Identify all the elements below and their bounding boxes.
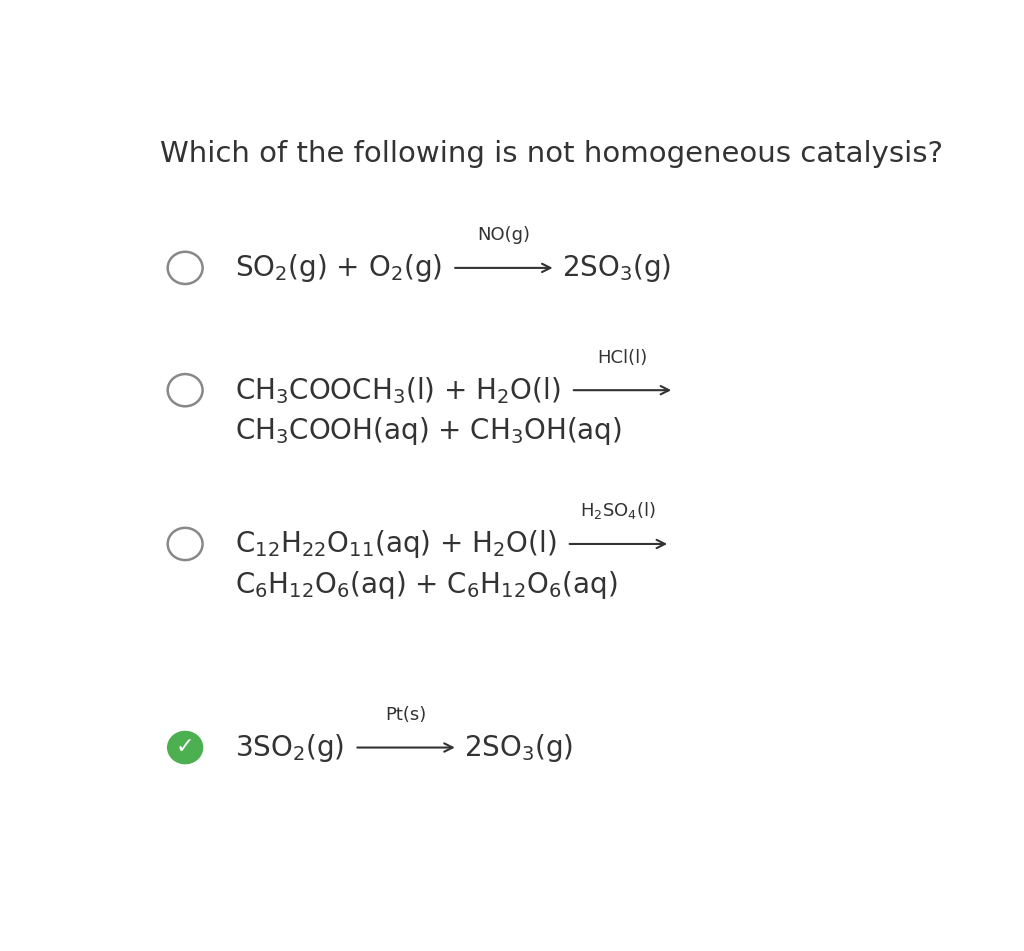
Text: HCl(l): HCl(l) [597, 349, 647, 367]
Text: 2SO$_3$(g): 2SO$_3$(g) [464, 731, 573, 764]
Text: Which of the following is not homogeneous catalysis?: Which of the following is not homogeneou… [160, 140, 943, 167]
Text: C$_6$H$_{12}$O$_6$(aq) + C$_6$H$_{12}$O$_6$(aq): C$_6$H$_{12}$O$_6$(aq) + C$_6$H$_{12}$O$… [236, 569, 617, 601]
Text: Pt(s): Pt(s) [385, 706, 427, 724]
Text: SO$_2$(g) + O$_2$(g): SO$_2$(g) + O$_2$(g) [236, 252, 442, 284]
Text: C$_{12}$H$_{22}$O$_{11}$(aq) + H$_2$O(l): C$_{12}$H$_{22}$O$_{11}$(aq) + H$_2$O(l) [236, 528, 557, 560]
Text: NO(g): NO(g) [477, 226, 530, 244]
Text: 2SO$_3$(g): 2SO$_3$(g) [562, 252, 671, 284]
Text: H$_2$SO$_4$(l): H$_2$SO$_4$(l) [581, 499, 656, 520]
Text: 3SO$_2$(g): 3SO$_2$(g) [236, 731, 344, 764]
Circle shape [168, 731, 203, 764]
Text: CH$_3$COOCH$_3$(l) + H$_2$O(l): CH$_3$COOCH$_3$(l) + H$_2$O(l) [236, 375, 561, 405]
Text: ✓: ✓ [176, 738, 195, 758]
Text: CH$_3$COOH(aq) + CH$_3$OH(aq): CH$_3$COOH(aq) + CH$_3$OH(aq) [236, 416, 623, 447]
